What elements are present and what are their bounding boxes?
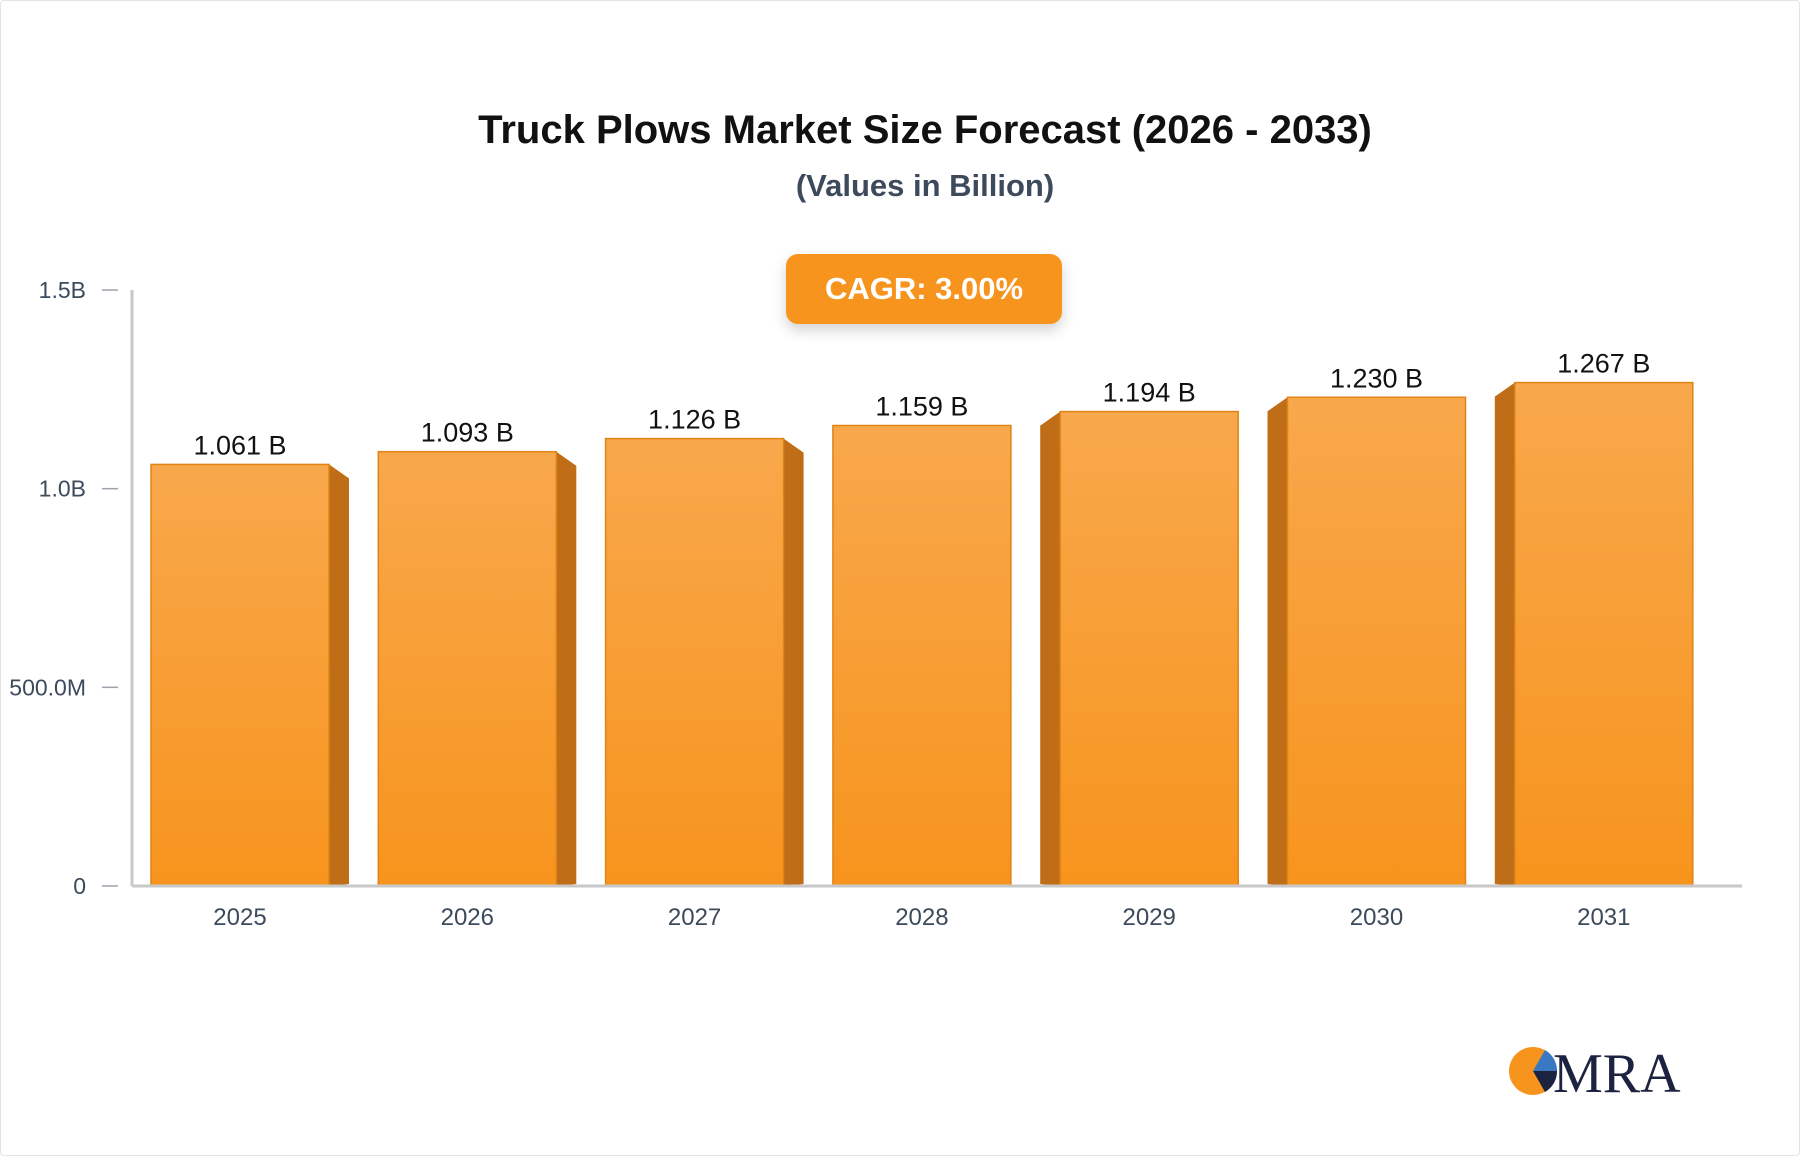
- bar-2031: 1.267 B: [1494, 349, 1694, 887]
- logo-text: MRA: [1553, 1043, 1681, 1100]
- value-label: 1.230 B: [1330, 363, 1423, 393]
- value-label: 1.061 B: [193, 430, 286, 460]
- bar-front: [604, 437, 785, 887]
- bar-2026: 1.093 B: [377, 418, 577, 887]
- bar-front: [832, 424, 1012, 887]
- x-tick-label: 2029: [1123, 904, 1176, 931]
- x-tick-label: 2031: [1577, 904, 1630, 931]
- y-tick-label: 1.5B: [39, 277, 86, 303]
- bar-2025: 1.061 B: [150, 430, 349, 887]
- y-tick-label: 1.0B: [39, 476, 86, 502]
- bar-front: [1514, 381, 1694, 887]
- value-label: 1.093 B: [421, 418, 514, 448]
- x-tick-label: 2025: [213, 904, 266, 931]
- x-tick-label: 2026: [441, 904, 494, 931]
- value-label: 1.194 B: [1103, 378, 1196, 408]
- bar-front: [1059, 410, 1239, 887]
- chart-title: Truck Plows Market Size Forecast (2026 -…: [478, 108, 1372, 152]
- value-label: 1.126 B: [648, 405, 741, 435]
- mra-logo: MRA: [1509, 1043, 1681, 1100]
- x-tick-label: 2030: [1350, 904, 1403, 931]
- bar-side-face: [329, 464, 349, 886]
- bar-side-face: [1267, 397, 1288, 886]
- bar-side-face: [1494, 382, 1515, 886]
- x-tick-label: 2027: [668, 904, 721, 931]
- bar-front: [1286, 396, 1467, 887]
- chart-subtitle: (Values in Billion): [795, 168, 1055, 203]
- y-axis: 0 500.0M 1.0B 1.5B: [9, 277, 134, 899]
- bar-side-face: [783, 438, 804, 886]
- bar-front: [377, 450, 558, 887]
- y-tick-label: 500.0M: [9, 674, 86, 700]
- x-axis: 2025 2026 2027 2028 2029 2030 2031: [132, 884, 1742, 931]
- bar-2029: 1.194 B: [1040, 378, 1239, 887]
- y-tick-label: 0: [73, 873, 86, 899]
- value-label: 1.267 B: [1557, 349, 1650, 379]
- value-label: 1.159 B: [875, 391, 968, 421]
- cagr-badge: CAGR: 3.00%: [786, 254, 1062, 324]
- logo-slice-blue-icon: [1533, 1050, 1558, 1071]
- bar-front: [150, 463, 330, 887]
- bars-group: 1.061 B 1.093 B 1.126 B 1.159 B 1.194 B 1.230…: [150, 349, 1694, 887]
- x-tick-label: 2028: [895, 904, 948, 931]
- bar-2027: 1.126 B: [604, 405, 804, 887]
- bar-2030: 1.230 B: [1267, 363, 1467, 887]
- bar-side-face: [556, 451, 577, 886]
- bar-2028: 1.159 B: [832, 391, 1012, 887]
- logo-slice-dark-icon: [1533, 1071, 1558, 1092]
- bar-side-face: [1040, 411, 1061, 886]
